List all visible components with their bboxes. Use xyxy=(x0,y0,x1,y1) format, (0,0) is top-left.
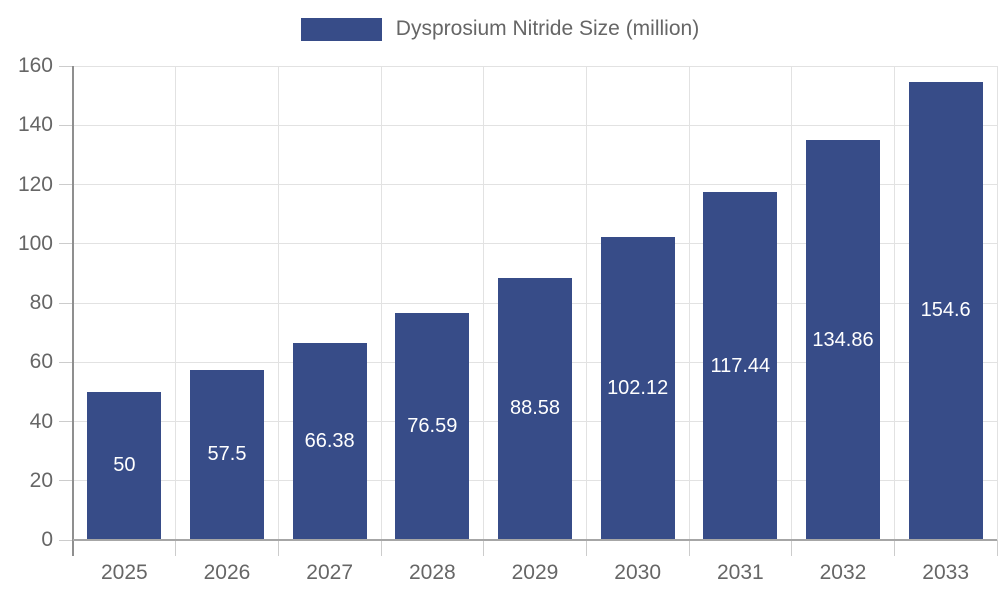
y-axis-tick xyxy=(59,361,73,363)
bar-value-label: 88.58 xyxy=(509,397,561,420)
x-axis-tick xyxy=(483,540,485,556)
bar-2026[interactable]: 57.5 xyxy=(190,369,264,540)
gridline-vertical xyxy=(277,66,279,540)
bar-value-label: 154.6 xyxy=(920,299,971,322)
y-axis-label: 40 xyxy=(29,409,53,433)
bar-2031[interactable]: 117.44 xyxy=(703,192,778,540)
bar-2029[interactable]: 88.58 xyxy=(498,277,572,540)
gridline-vertical xyxy=(688,66,690,540)
bar-value-label: 76.59 xyxy=(407,415,458,438)
y-axis-tick xyxy=(59,124,73,126)
bar-value-label: 57.5 xyxy=(207,443,247,466)
x-axis-tick xyxy=(585,540,587,556)
x-axis-tick xyxy=(893,540,895,556)
bar-value-label: 117.44 xyxy=(710,354,771,377)
gridline-horizontal xyxy=(73,243,997,245)
y-axis-label: 80 xyxy=(29,291,53,314)
x-axis-label-2031: 2031 xyxy=(716,561,764,584)
x-axis-label-2028: 2028 xyxy=(408,561,456,584)
gridline-vertical xyxy=(585,66,587,540)
y-axis-tick xyxy=(59,243,73,245)
bar-2027[interactable]: 66.38 xyxy=(292,343,367,540)
x-axis-tick xyxy=(688,540,690,556)
x-axis-tick xyxy=(277,540,279,556)
y-axis-tick xyxy=(59,302,73,304)
x-axis-label-2027: 2027 xyxy=(306,561,354,584)
y-axis-tick xyxy=(59,539,73,541)
y-axis-label: 140 xyxy=(17,113,53,137)
y-axis-tick xyxy=(59,480,73,482)
x-axis-tick xyxy=(791,540,793,556)
bar-2025[interactable]: 50 xyxy=(87,391,162,540)
gridline-vertical xyxy=(380,66,382,540)
bar-value-label: 102.12 xyxy=(607,377,669,400)
legend-label: Dysprosium Nitride Size (million) xyxy=(395,17,700,40)
gridline-vertical xyxy=(893,66,895,540)
x-axis-label-2026: 2026 xyxy=(203,561,251,584)
gridline-horizontal xyxy=(73,184,997,185)
gridline-vertical xyxy=(175,66,177,540)
bar-2032[interactable]: 134.86 xyxy=(806,140,880,540)
x-axis-line xyxy=(73,539,997,541)
bar-value-label: 134.86 xyxy=(812,328,874,351)
x-axis-tick xyxy=(175,540,177,556)
gridline-vertical xyxy=(791,66,793,540)
gridline-vertical xyxy=(483,66,485,540)
x-axis-label-2033: 2033 xyxy=(922,561,970,584)
y-axis-tick xyxy=(59,421,73,422)
x-axis-label-2030: 2030 xyxy=(614,561,662,584)
y-axis-label: 100 xyxy=(17,231,53,255)
y-axis-label: 120 xyxy=(17,172,53,196)
x-axis-label-2025: 2025 xyxy=(100,561,148,584)
bar-2033[interactable]: 154.6 xyxy=(908,81,983,540)
gridline-horizontal xyxy=(73,124,997,126)
y-axis-label: 160 xyxy=(17,54,53,77)
gridline-vertical xyxy=(996,66,998,540)
y-axis-line xyxy=(72,66,74,556)
bar-value-label: 50 xyxy=(113,454,136,477)
bar-2030[interactable]: 102.12 xyxy=(600,237,675,540)
y-axis-label: 20 xyxy=(29,468,53,492)
bar-value-label: 66.38 xyxy=(304,430,355,453)
bar-2028[interactable]: 76.59 xyxy=(395,313,470,540)
legend-item[interactable]: Dysprosium Nitride Size (million) xyxy=(0,17,1000,41)
y-axis-tick xyxy=(59,65,73,67)
y-axis-tick xyxy=(59,184,73,185)
y-axis-label: 0 xyxy=(41,528,53,551)
x-axis-tick xyxy=(380,540,382,556)
gridline-horizontal xyxy=(73,65,997,67)
x-axis-label-2029: 2029 xyxy=(511,561,559,584)
legend-swatch xyxy=(300,17,382,41)
x-axis-tick xyxy=(996,540,998,556)
x-axis-label-2032: 2032 xyxy=(819,561,867,584)
y-axis-label: 60 xyxy=(29,350,53,374)
